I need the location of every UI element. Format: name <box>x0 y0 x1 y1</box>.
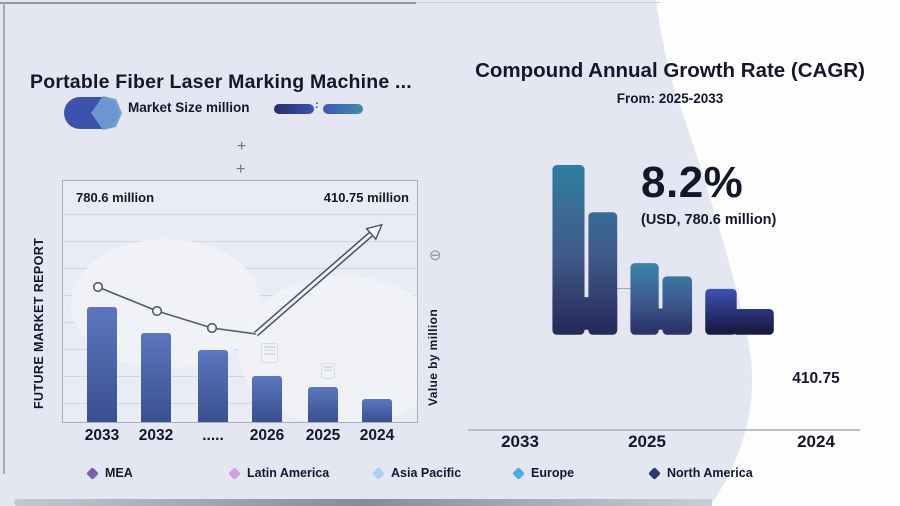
pill-separator: : <box>315 99 319 111</box>
x-label-2025: 2025 <box>628 432 666 451</box>
right-bars-chart <box>552 165 774 335</box>
legend-item-mea: MEA <box>86 466 133 480</box>
cagr-bar-secondary-2024 <box>732 309 774 335</box>
ghost-document-icon <box>321 363 335 379</box>
plus-mark-icon: + <box>237 138 247 155</box>
left-frame-line <box>3 2 5 474</box>
start-value-label: 780.6 million <box>76 190 155 205</box>
trend-marker <box>151 305 163 317</box>
diamond-marker-icon <box>372 466 385 480</box>
diamond-marker-icon <box>648 466 661 480</box>
x-label-2025: 2025 <box>305 427 341 444</box>
trend-marker <box>92 281 104 293</box>
market-size-icon <box>64 96 122 130</box>
market-bar-..... <box>198 350 228 422</box>
trend-marker <box>206 322 218 334</box>
gradient-pill-dark <box>274 104 314 114</box>
gridline <box>63 376 417 377</box>
ghost-document-icon <box>261 343 278 363</box>
bottom-edge-strip <box>14 499 712 506</box>
right-chart-title: Compound Annual Growth Rate (CAGR) <box>475 59 865 82</box>
x-label-2032: 2032 <box>138 427 174 444</box>
market-bar-2033 <box>87 307 117 422</box>
market-size-label: Market Size million <box>128 100 250 115</box>
left-chart-title: Portable Fiber Laser Marking Machine ... <box>30 71 412 94</box>
market-bar-2032 <box>141 333 171 422</box>
legend-item-asia-pacific: Asia Pacific <box>372 466 461 480</box>
x-label-ellipsis: ..... <box>202 427 224 444</box>
top-frame-line <box>0 2 416 4</box>
top-frame-line-light <box>416 2 660 3</box>
legend-item-latin-america: Latin America <box>228 466 329 480</box>
cagr-bar-primary-2033 <box>552 165 585 335</box>
plus-mark-icon: + <box>236 161 246 178</box>
gradient-pill-teal <box>323 104 363 114</box>
value-callout: 410.75 <box>792 370 840 387</box>
minus-circle-icon: ⊖ <box>429 247 442 264</box>
right-x-axis-line <box>468 429 860 431</box>
trend-line <box>97 286 257 335</box>
trend-arrow-head <box>365 223 383 241</box>
gridline <box>63 241 417 242</box>
diamond-marker-icon <box>86 466 99 480</box>
x-label-2026: 2026 <box>249 427 285 444</box>
x-label-2024: 2024 <box>797 432 835 451</box>
end-value-label: 410.75 million <box>323 190 409 205</box>
cagr-bar-primary-2024 <box>705 288 737 335</box>
left-axis-label: FUTURE MARKET REPORT <box>32 237 46 409</box>
left-plot-inner: 780.6 million 410.75 million <box>63 181 417 422</box>
x-label-2033: 2033 <box>84 427 120 444</box>
diamond-marker-icon <box>512 466 525 480</box>
gridline <box>63 403 417 404</box>
value-axis-label: Value by million <box>426 308 440 406</box>
trend-overlay <box>92 223 383 337</box>
left-plot-panel: 780.6 million 410.75 million <box>62 180 418 423</box>
right-chart-subtitle: From: 2025-2033 <box>616 91 724 106</box>
gridline <box>63 214 417 215</box>
x-label-2024: 2024 <box>359 427 395 444</box>
market-bar-2025 <box>308 387 338 422</box>
market-bar-2024 <box>362 399 392 422</box>
diamond-marker-icon <box>228 466 241 480</box>
legend-item-north-america: North America <box>648 466 753 480</box>
legend-item-europe: Europe <box>512 466 574 480</box>
x-label-2033: 2033 <box>501 432 539 451</box>
market-bar-2026 <box>252 376 282 422</box>
